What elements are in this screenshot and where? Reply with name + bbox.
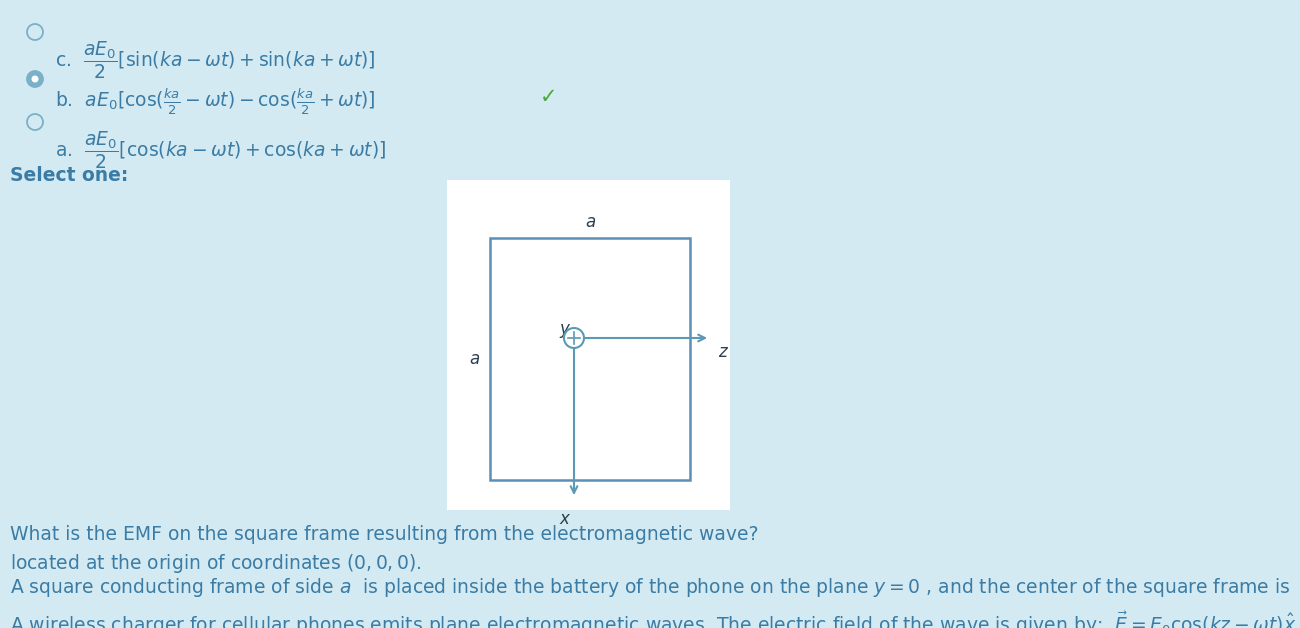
Text: z: z xyxy=(718,343,727,361)
Circle shape xyxy=(27,114,43,130)
Text: Select one:: Select one: xyxy=(10,166,129,185)
Bar xyxy=(447,180,731,510)
Text: ✓: ✓ xyxy=(540,87,558,107)
Circle shape xyxy=(27,24,43,40)
Text: a.  $\dfrac{aE_0}{2}[\cos(ka - \omega t) + \cos(ka + \omega t)]$: a. $\dfrac{aE_0}{2}[\cos(ka - \omega t) … xyxy=(55,130,386,171)
Text: a: a xyxy=(585,213,595,231)
Circle shape xyxy=(27,71,43,87)
Text: What is the EMF on the square frame resulting from the electromagnetic wave?: What is the EMF on the square frame resu… xyxy=(10,525,758,544)
Circle shape xyxy=(564,328,584,348)
Text: a: a xyxy=(469,350,480,368)
Text: A square conducting frame of side $a$  is placed inside the battery of the phone: A square conducting frame of side $a$ is… xyxy=(10,576,1291,599)
Text: c.  $\dfrac{aE_0}{2}[\sin(ka - \omega t) + \sin(ka + \omega t)]$: c. $\dfrac{aE_0}{2}[\sin(ka - \omega t) … xyxy=(55,40,376,81)
Text: A wireless charger for cellular phones emits plane electromagnetic waves. The el: A wireless charger for cellular phones e… xyxy=(10,610,1296,628)
Bar xyxy=(490,238,690,480)
Text: located at the origin of coordinates $(0, 0, 0)$.: located at the origin of coordinates $(0… xyxy=(10,552,421,575)
Text: y: y xyxy=(559,320,569,338)
Text: x: x xyxy=(559,510,569,528)
Circle shape xyxy=(31,75,39,82)
Text: b.  $aE_0[\cos(\frac{ka}{2} - \omega t) - \cos(\frac{ka}{2} + \omega t)]$: b. $aE_0[\cos(\frac{ka}{2} - \omega t) -… xyxy=(55,87,376,117)
